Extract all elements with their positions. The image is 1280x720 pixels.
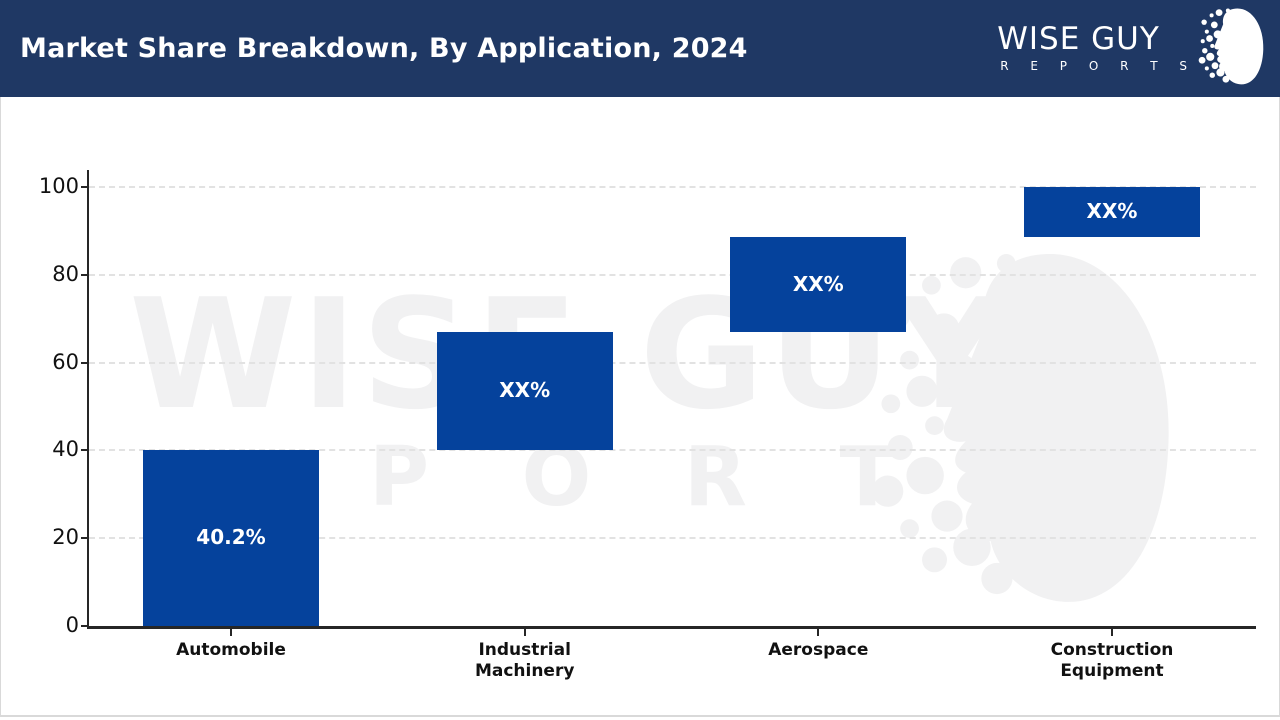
y-tick-label-20: 20 [52, 525, 79, 550]
y-tick-label-60: 60 [52, 349, 79, 374]
wise-guy-logo: WISE GUY R E P O R T S [997, 9, 1266, 89]
bar-value-label: 40.2% [196, 524, 266, 549]
x-category-label: Automobile [176, 640, 286, 660]
x-category-label: Aerospace [768, 640, 869, 660]
y-tick-label-80: 80 [52, 261, 79, 286]
y-tick-80 [81, 273, 89, 276]
x-tick-2 [817, 628, 820, 636]
logo-text: WISE GUY R E P O R T S [997, 21, 1196, 74]
bar-aerospace: XX% [730, 237, 907, 332]
gridline-20 [89, 537, 1256, 540]
x-axis-line [87, 626, 1256, 629]
chart-plot: 0 20 40 60 80 100 40.2% XX% XX% XX% Automobile Indu… [1, 97, 1279, 715]
x-tick-1 [523, 628, 526, 636]
logo-subtitle: R E P O R T S [1000, 59, 1196, 73]
bar-industrial-machinery: XX% [436, 331, 613, 450]
x-tick-0 [230, 628, 232, 636]
y-tick-100 [81, 186, 89, 188]
y-tick-40 [81, 449, 89, 452]
gridline-80 [89, 273, 1256, 276]
y-tick-label-0: 0 [65, 613, 79, 637]
gridline-60 [89, 361, 1256, 364]
bar-value-label: XX% [1086, 199, 1138, 224]
bar-automobile: 40.2% [143, 449, 319, 626]
bar-construction-equipment: XX% [1024, 187, 1200, 238]
header-bar: Market Share Breakdown, By Application, … [0, 0, 1280, 97]
logo-wordmark: WISE GUY [997, 21, 1160, 57]
bar-value-label: XX% [499, 377, 551, 402]
chart-title: Market Share Breakdown, By Application, … [20, 33, 748, 64]
x-tick-3 [1111, 628, 1113, 636]
y-tick-label-100: 100 [38, 174, 79, 198]
gridline-40 [89, 449, 1256, 452]
y-tick-60 [81, 361, 89, 364]
bar-value-label: XX% [792, 271, 844, 296]
y-tick-label-40: 40 [52, 437, 79, 462]
y-tick-0 [81, 625, 89, 627]
y-tick-20 [81, 537, 89, 540]
gridline-100 [89, 186, 1256, 188]
logo-face-icon [1198, 7, 1266, 89]
x-category-label: Construction Equipment [1050, 640, 1174, 682]
chart-card: WISE GUY P O R T S 0 20 40 60 80 100 40.2% XX% X… [0, 97, 1280, 717]
y-axis-line [87, 170, 89, 629]
x-category-label: Industrial Machinery [474, 640, 575, 682]
